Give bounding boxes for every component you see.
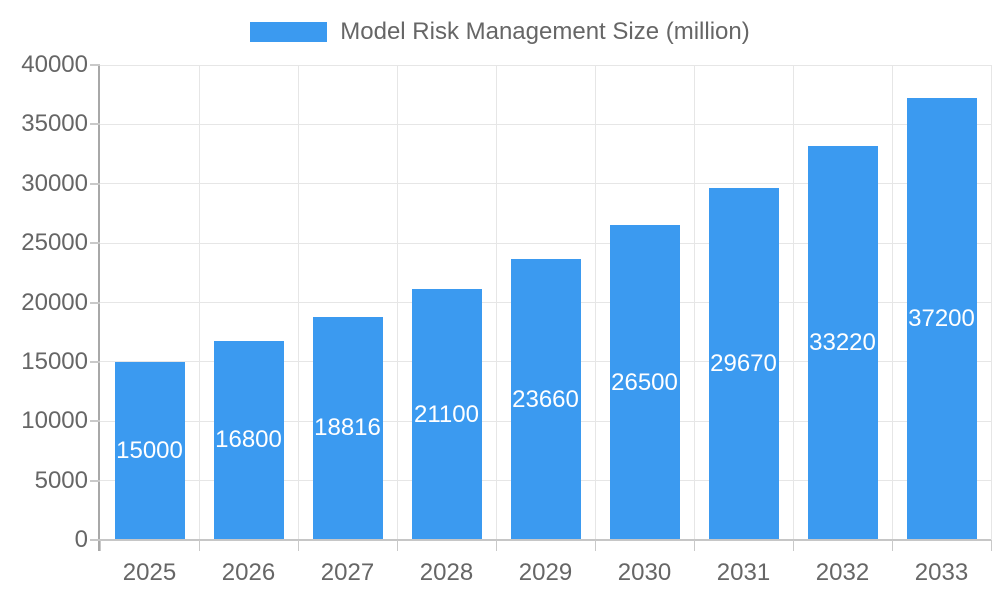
x-tick-label-2029: 2029 — [518, 559, 573, 586]
gridline-vertical — [990, 65, 992, 540]
y-tick-label-10000: 10000 — [21, 407, 88, 435]
gridline-vertical — [792, 65, 794, 540]
y-tick — [90, 64, 100, 66]
x-tick-label-2031: 2031 — [716, 559, 771, 586]
x-tick-label-2026: 2026 — [221, 559, 276, 586]
bar-2033[interactable] — [906, 98, 977, 540]
bar-2026[interactable] — [213, 340, 284, 540]
y-tick-label-15000: 15000 — [21, 347, 88, 375]
y-tick — [90, 420, 100, 423]
legend-swatch — [250, 22, 328, 42]
gridline-vertical — [693, 65, 695, 540]
x-tick — [693, 540, 695, 551]
x-tick-label-2030: 2030 — [617, 559, 672, 586]
bar-2025[interactable] — [114, 361, 185, 540]
y-tick — [90, 360, 100, 363]
legend[interactable]: Model Risk Management Size (million) — [0, 12, 1000, 52]
x-tick-label-2027: 2027 — [320, 559, 375, 586]
x-tick — [891, 540, 893, 551]
x-tick — [990, 540, 992, 551]
y-tick — [90, 123, 100, 126]
x-tick — [792, 540, 794, 551]
bar-2029[interactable] — [510, 259, 581, 540]
gridline-vertical — [198, 65, 200, 540]
gridline-vertical — [297, 65, 299, 540]
x-tick — [594, 540, 596, 551]
y-tick — [90, 242, 100, 245]
y-tick-label-25000: 25000 — [21, 229, 88, 257]
bar-2030[interactable] — [609, 225, 680, 540]
y-tick-label-20000: 20000 — [21, 288, 88, 316]
gridline-horizontal — [100, 183, 991, 185]
x-tick — [99, 540, 101, 551]
y-tick — [90, 182, 100, 185]
bar-2027[interactable] — [312, 316, 383, 540]
gridline-horizontal — [100, 123, 991, 125]
y-tick-label-0: 0 — [74, 526, 88, 553]
x-tick-label-2025: 2025 — [122, 559, 177, 586]
y-tick — [90, 301, 100, 304]
bar-2028[interactable] — [411, 289, 482, 540]
y-tick-label-40000: 40000 — [21, 51, 88, 78]
gridline-vertical — [495, 65, 497, 540]
bar-2031[interactable] — [708, 187, 779, 540]
gridline-horizontal — [100, 242, 991, 244]
x-tick — [396, 540, 398, 551]
x-tick — [198, 540, 200, 551]
gridline-vertical — [594, 65, 596, 540]
x-axis-baseline — [90, 539, 991, 541]
x-tick — [297, 540, 299, 551]
x-tick-label-2028: 2028 — [419, 559, 474, 586]
bar-2032[interactable] — [807, 145, 878, 540]
y-tick — [90, 479, 100, 482]
y-axis-line — [98, 65, 100, 551]
y-tick-label-35000: 35000 — [21, 110, 88, 138]
gridline-horizontal — [100, 64, 991, 66]
y-tick-label-30000: 30000 — [21, 169, 88, 197]
legend-label: Model Risk Management Size (million) — [340, 18, 750, 45]
plot-area: 15000 16800 18816 21100 23660 26500 29670 33220… — [100, 64, 992, 540]
x-tick — [495, 540, 497, 551]
gridline-vertical — [891, 65, 893, 540]
x-tick-label-2033: 2033 — [914, 559, 969, 586]
y-tick-label-5000: 5000 — [34, 466, 88, 494]
x-tick-label-2032: 2032 — [815, 559, 870, 586]
gridline-vertical — [396, 65, 398, 540]
